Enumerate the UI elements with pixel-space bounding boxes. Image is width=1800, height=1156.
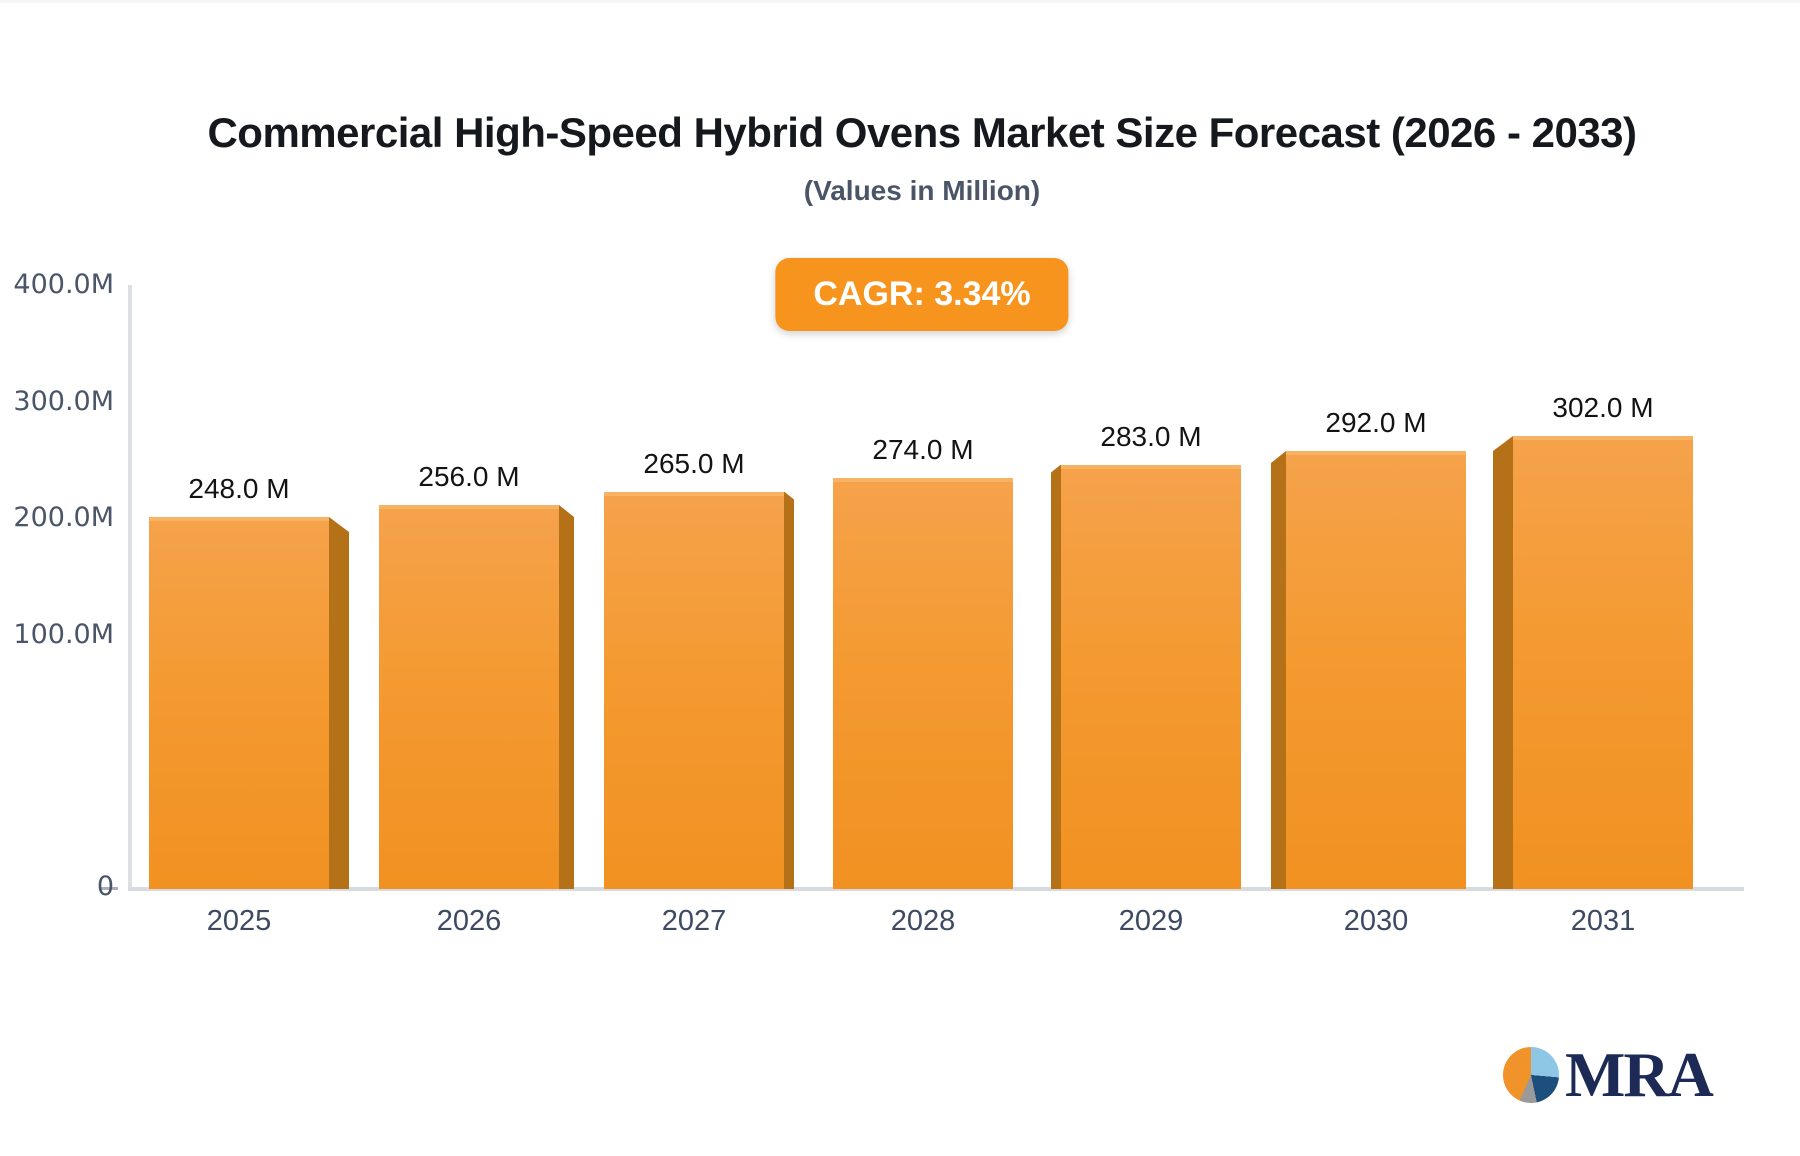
bar[interactable] <box>833 478 1013 889</box>
x-axis-line <box>128 887 1744 891</box>
x-tick-label: 2025 <box>206 905 272 937</box>
bar-value-label: 283.0 M <box>1100 420 1202 452</box>
chart-subtitle: (Values in Million) <box>803 175 1041 206</box>
bar[interactable] <box>379 505 559 889</box>
x-tick-label: 2030 <box>1343 905 1409 937</box>
bar-value-label: 302.0 M <box>1552 392 1654 423</box>
bar-value-label: 265.0 M <box>643 447 745 479</box>
zero-tick-mark <box>99 887 118 890</box>
y-axis-line <box>128 285 132 891</box>
x-tick-label: 2026 <box>436 905 502 937</box>
y-tick-label: 0 <box>96 871 114 902</box>
logo-text: MRA <box>1565 1039 1714 1110</box>
x-tick-label: 2028 <box>890 905 956 937</box>
cagr-badge: CAGR: 3.34% <box>775 258 1069 331</box>
bar-value-label: 248.0 M <box>188 473 290 504</box>
mra-logo: MRA <box>1503 1039 1714 1110</box>
bar[interactable] <box>604 491 784 889</box>
bar-value-label: 274.0 M <box>872 434 974 465</box>
bar[interactable] <box>1513 436 1693 889</box>
x-tick-label: 2029 <box>1118 905 1184 937</box>
logo-pie-icon <box>1503 1047 1559 1103</box>
y-tick-label: 200.0M <box>13 502 114 533</box>
bar-side-face <box>1493 436 1513 889</box>
chart-title: Commercial High-Speed Hybrid Ovens Marke… <box>207 109 1637 156</box>
bar-side-face <box>1271 451 1286 889</box>
y-tick-label: 400.0M <box>13 269 114 300</box>
y-tick-label: 100.0M <box>13 619 114 650</box>
y-tick-label: 300.0M <box>13 386 114 417</box>
bar-side-face <box>784 491 794 889</box>
bar-side-face <box>1051 464 1061 889</box>
bar-value-label: 292.0 M <box>1325 407 1427 438</box>
bar[interactable] <box>149 517 329 889</box>
x-tick-label: 2031 <box>1570 905 1636 937</box>
bar-side-face <box>559 505 574 889</box>
bar[interactable] <box>1061 464 1241 889</box>
x-tick-label: 2027 <box>661 905 727 937</box>
bar-side-face <box>329 517 349 889</box>
bar-value-label: 256.0 M <box>418 461 520 492</box>
bar[interactable] <box>1286 451 1466 889</box>
